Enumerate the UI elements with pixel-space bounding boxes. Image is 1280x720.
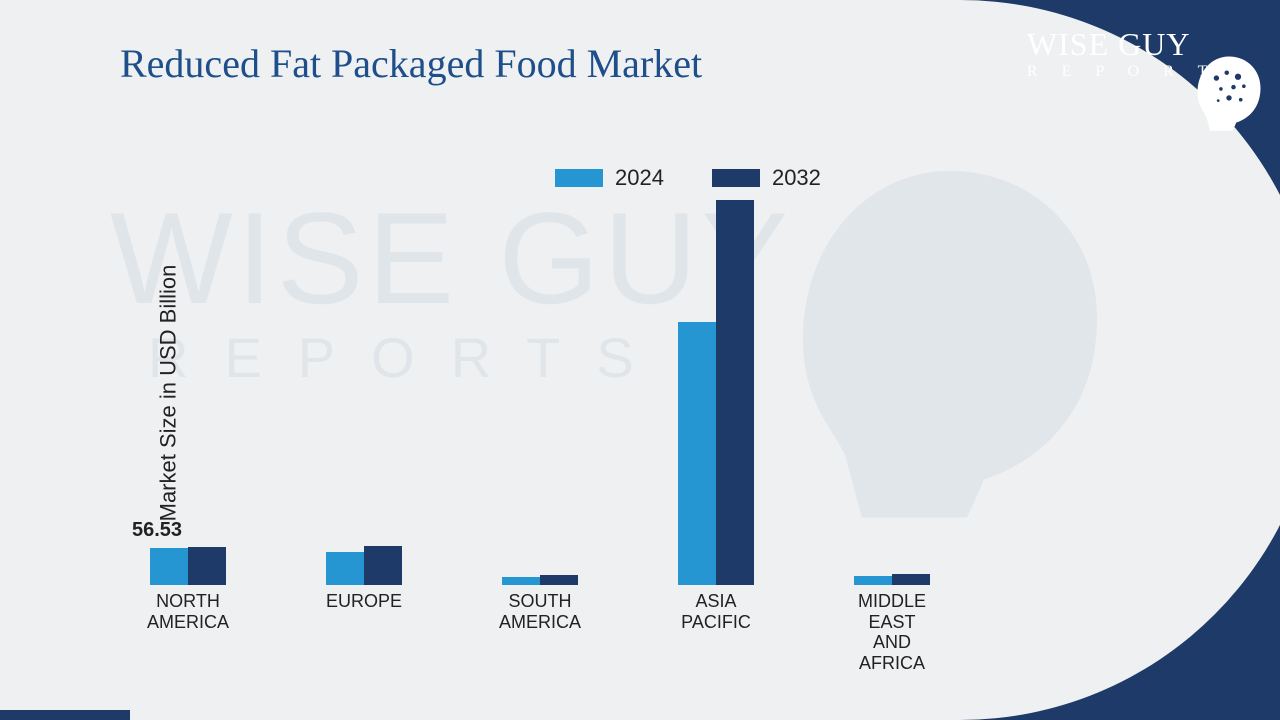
bar-2024 <box>326 552 364 585</box>
bar-2032 <box>892 574 930 585</box>
bar-pair <box>100 547 276 585</box>
bar-2032 <box>188 547 226 585</box>
bar-2032 <box>716 200 754 585</box>
category-label: ASIAPACIFIC <box>628 585 804 632</box>
logo-head-icon <box>1184 52 1274 142</box>
bar-2024 <box>854 576 892 585</box>
legend-item-2024: 2024 <box>555 165 664 191</box>
category-label: MIDDLEEASTANDAFRICA <box>804 585 980 674</box>
bar-2032 <box>540 575 578 585</box>
brand-logo: WISE GUY R E P O R T S <box>1027 28 1250 80</box>
legend: 2024 2032 <box>555 165 821 191</box>
infographic-canvas: WISE GUY REPORTS Reduced Fat Packaged Fo… <box>0 0 1280 720</box>
decorative-bottom-bar <box>0 710 130 720</box>
bar-pair <box>276 546 452 586</box>
legend-swatch <box>712 169 760 187</box>
legend-label: 2032 <box>772 165 821 191</box>
chart-plot-area: 56.53NORTHAMERICAEUROPESOUTHAMERICAASIAP… <box>100 190 980 585</box>
category-label: SOUTHAMERICA <box>452 585 628 632</box>
chart-title: Reduced Fat Packaged Food Market <box>120 40 702 87</box>
legend-label: 2024 <box>615 165 664 191</box>
category-label: NORTHAMERICA <box>100 585 276 632</box>
legend-item-2032: 2032 <box>712 165 821 191</box>
bar-pair <box>804 574 980 585</box>
bar-2032 <box>364 546 402 586</box>
value-label: 56.53 <box>132 519 182 542</box>
bar-2024 <box>150 548 188 585</box>
bar-pair <box>628 200 804 585</box>
bar-pair <box>452 575 628 585</box>
bar-2024 <box>502 577 540 585</box>
legend-swatch <box>555 169 603 187</box>
bar-2024 <box>678 322 716 585</box>
category-label: EUROPE <box>276 585 452 612</box>
